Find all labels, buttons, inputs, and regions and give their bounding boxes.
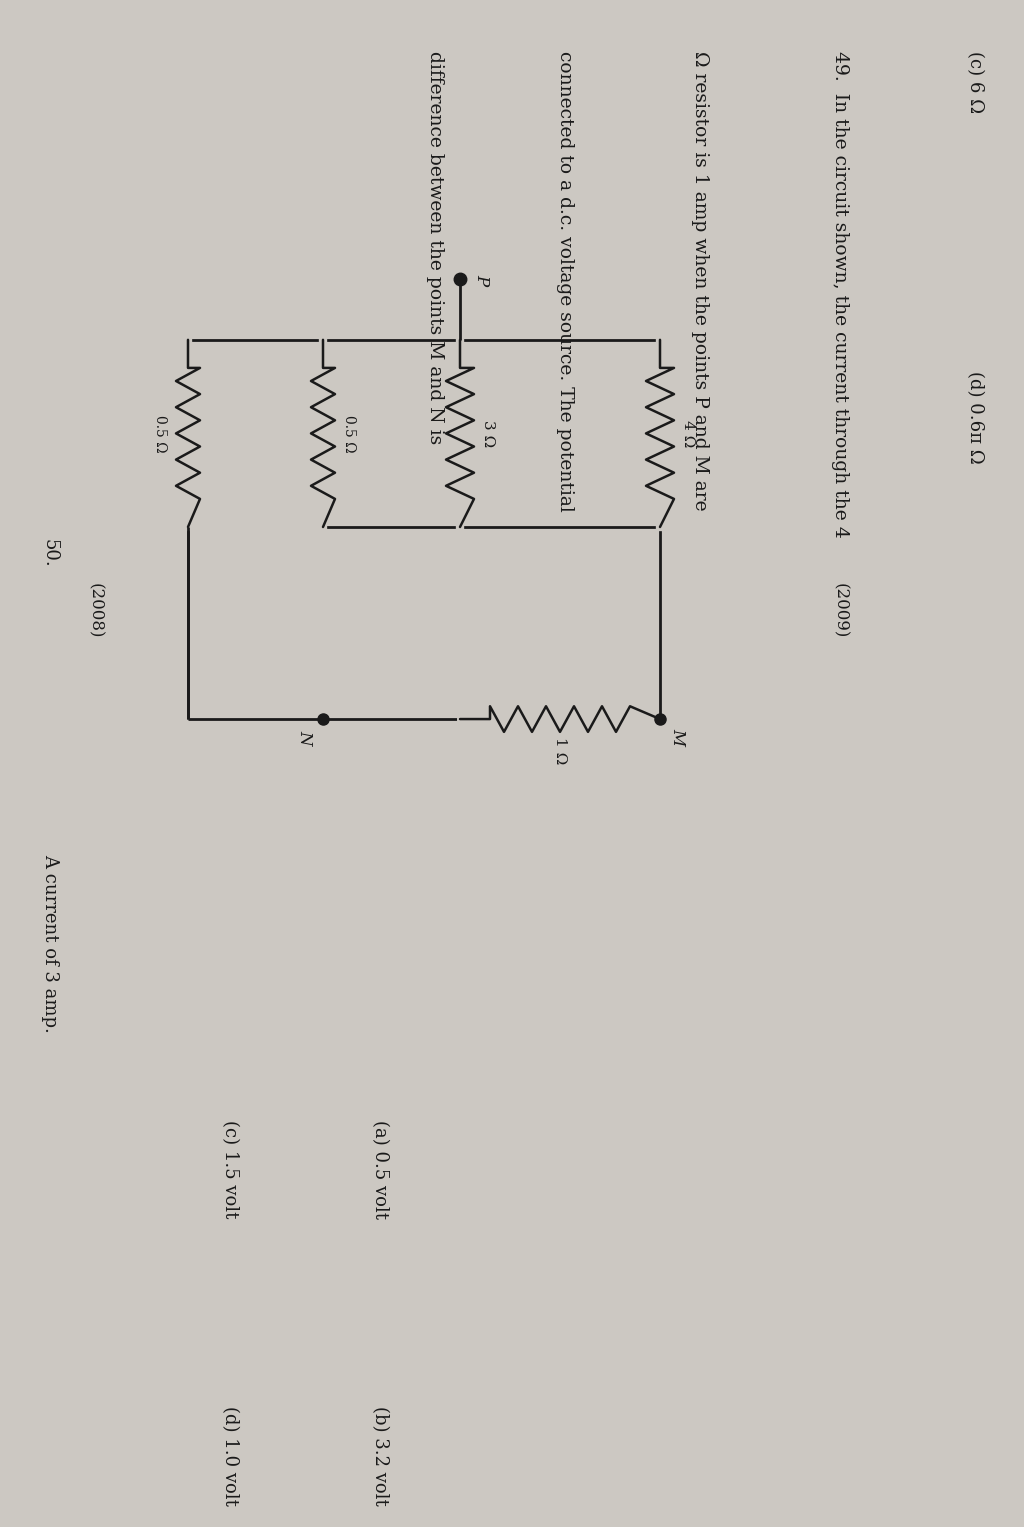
Text: (c) 6 Ω: (c) 6 Ω [966,52,984,113]
Text: 0.5 Ω: 0.5 Ω [342,415,356,452]
Text: (2009): (2009) [831,583,849,638]
Text: connected to a d.c. voltage source. The potential: connected to a d.c. voltage source. The … [556,52,574,512]
Text: A current of 3 amp.: A current of 3 amp. [41,854,59,1032]
Text: (2008): (2008) [86,583,103,638]
Text: (c) 1.5 volt: (c) 1.5 volt [221,1119,239,1219]
Text: (a) 0.5 volt: (a) 0.5 volt [371,1119,389,1219]
Text: 50.: 50. [41,539,59,568]
Text: difference between the points M and N is: difference between the points M and N is [426,52,444,444]
Text: (d) 1.0 volt: (d) 1.0 volt [221,1406,239,1506]
Text: 3 Ω: 3 Ω [481,420,495,447]
Text: 49.  In the circuit shown, the current through the 4: 49. In the circuit shown, the current th… [831,52,849,538]
Text: (b) 3.2 volt: (b) 3.2 volt [371,1406,389,1506]
Text: N: N [297,730,313,744]
Text: 4 Ω: 4 Ω [681,420,695,447]
Text: M: M [670,728,686,745]
Text: P: P [473,273,490,286]
Text: (d) 0.6π Ω: (d) 0.6π Ω [966,371,984,464]
Text: 0.5 Ω: 0.5 Ω [153,415,167,452]
Text: Ω resistor is 1 amp when the points P and M are: Ω resistor is 1 amp when the points P an… [691,52,709,512]
Text: 1 Ω: 1 Ω [553,738,567,764]
